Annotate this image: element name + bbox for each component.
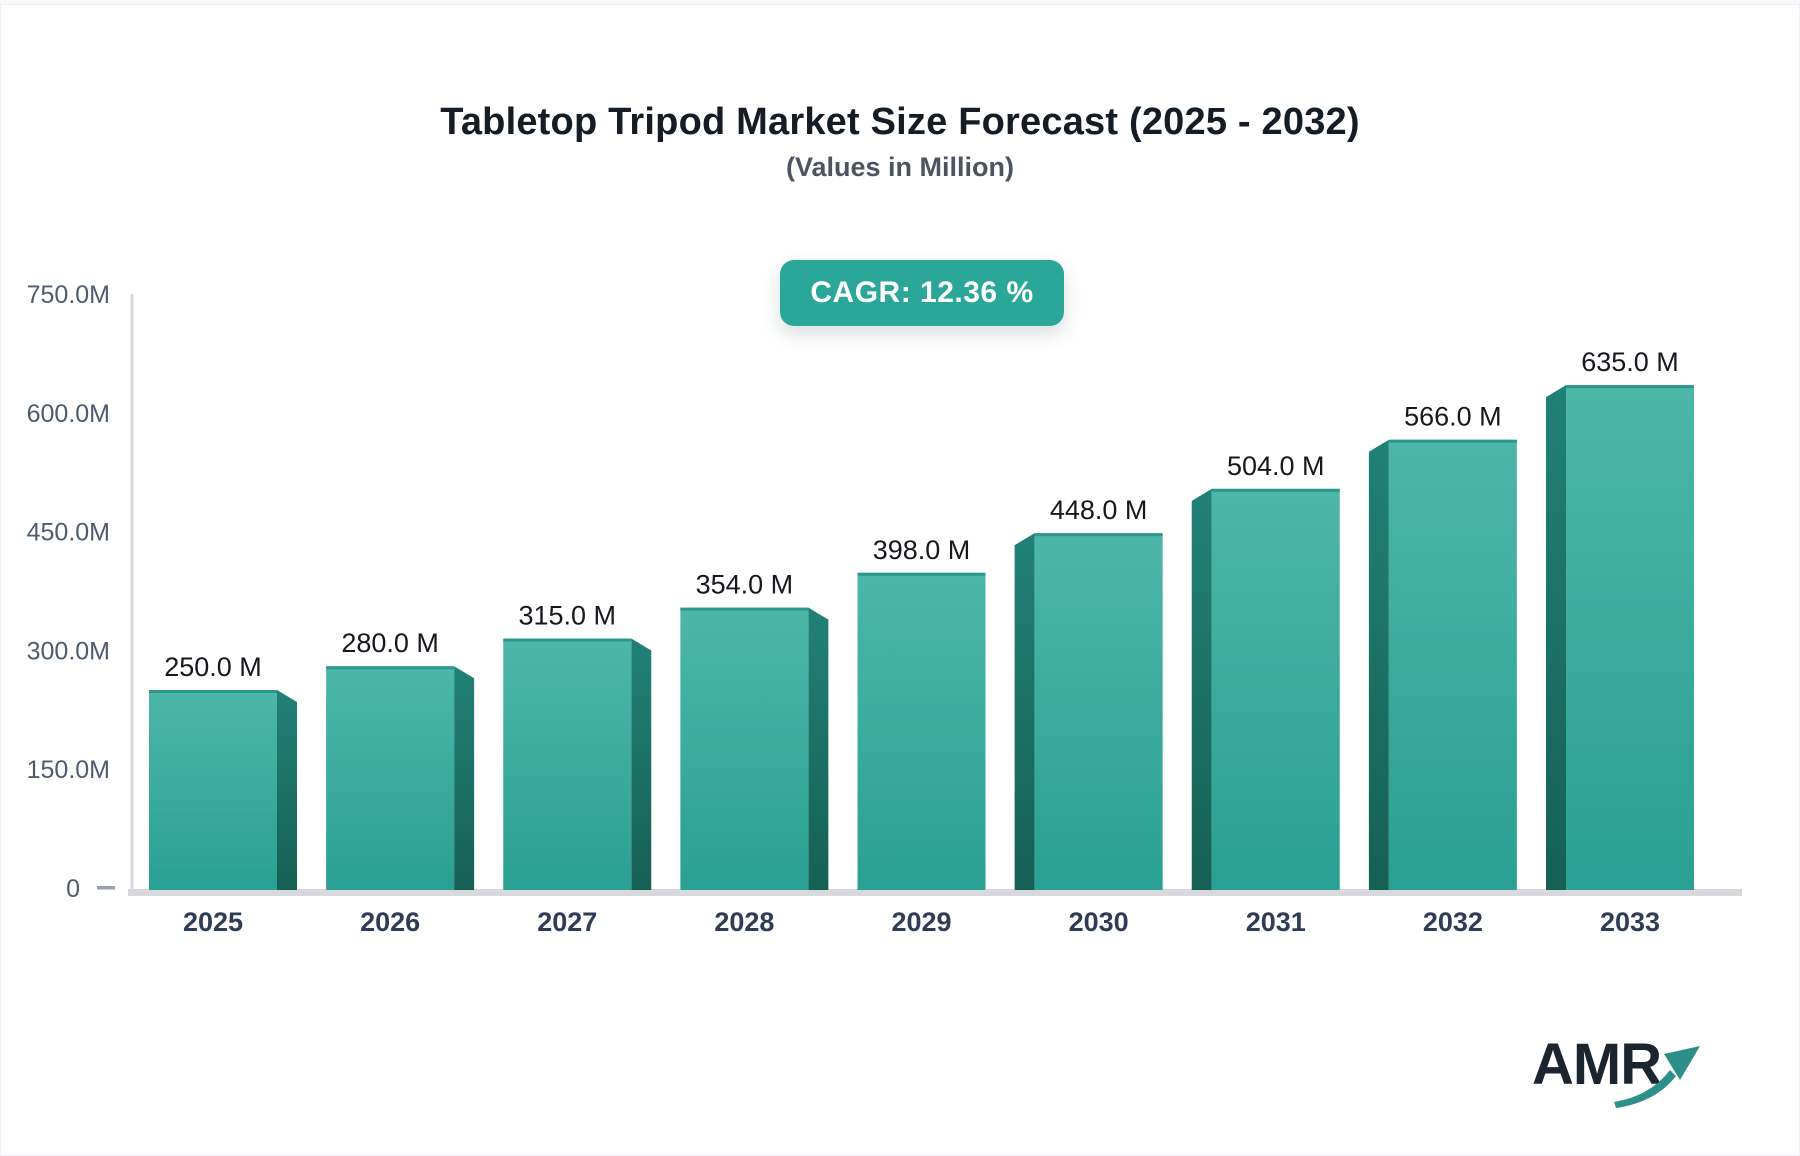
- bar-value-label: 566.0 M: [1404, 402, 1502, 432]
- bar-2028: 354.0 M 2028: [680, 570, 829, 937]
- bar-top-edge: [857, 572, 986, 576]
- bar-value-label: 315.0 M: [518, 601, 616, 631]
- bar-top-edge: [326, 666, 455, 670]
- x-axis-label: 2028: [714, 907, 774, 937]
- bar-side-face: [1546, 385, 1566, 890]
- bar-body: [857, 572, 986, 890]
- bar-value-label: 398.0 M: [873, 535, 971, 565]
- y-axis-tick-label: 300.0M: [27, 637, 110, 665]
- bar-top-edge: [1566, 385, 1694, 389]
- y-axis-tick-label: 0: [66, 875, 80, 903]
- y-axis-tick-label: 600.0M: [27, 400, 110, 428]
- bar-side-face: [1368, 439, 1389, 890]
- bar-top-edge: [680, 607, 809, 611]
- bar-body: [1034, 533, 1163, 890]
- cagr-badge: CAGR: 12.36 %: [780, 260, 1064, 326]
- page-title: Tabletop Tripod Market Size Forecast (20…: [440, 101, 1360, 143]
- x-axis-baseline: [128, 889, 1742, 896]
- bar-body: [326, 666, 455, 890]
- bar-top-edge: [1211, 488, 1340, 492]
- x-axis-label: 2033: [1600, 907, 1660, 937]
- bar-2029: 398.0 M 2029: [857, 535, 986, 937]
- bar-side-face: [1014, 533, 1035, 890]
- y-axis-tick-label: 150.0M: [27, 756, 110, 784]
- bar-side-face: [277, 690, 297, 890]
- bar-2026: 280.0 M 2026: [326, 628, 475, 937]
- x-axis-label: 2027: [537, 907, 597, 937]
- cagr-badge-label: CAGR: 12.36 %: [810, 276, 1034, 309]
- bar-top-edge: [149, 690, 277, 693]
- bar-value-label: 504.0 M: [1227, 451, 1325, 481]
- bar-2031: 504.0 M 2031: [1191, 451, 1340, 937]
- x-axis-label: 2029: [891, 907, 951, 937]
- bar-value-label: 448.0 M: [1050, 495, 1148, 525]
- bar-value-label: 354.0 M: [696, 570, 794, 600]
- amr-logo: AMR: [1532, 1036, 1712, 1126]
- bar-body: [1566, 385, 1694, 890]
- x-axis-label: 2030: [1069, 907, 1129, 937]
- bar-body: [1388, 439, 1517, 890]
- x-axis-label: 2031: [1246, 907, 1306, 937]
- bar-2025: 250.0 M 2025: [149, 652, 297, 937]
- bar-body: [1211, 488, 1340, 890]
- bar-2033: 635.0 M 2033: [1546, 347, 1694, 937]
- x-axis-label: 2026: [360, 907, 420, 937]
- bar-top-edge: [1388, 439, 1517, 443]
- bar-top-edge: [1034, 533, 1163, 537]
- bar-side-face: [1191, 488, 1212, 890]
- bar-2030: 448.0 M 2030: [1014, 495, 1163, 937]
- y-axis-tick-label: 450.0M: [27, 519, 110, 547]
- page-subtitle: (Values in Million): [785, 152, 1015, 182]
- bar-chart: 0 150.0M 300.0M 450.0M 600.0M 750.0M 250.0 M 20…: [27, 281, 1742, 937]
- bar-top-edge: [503, 638, 632, 642]
- bar-value-label: 280.0 M: [341, 628, 439, 658]
- bar-value-label: 635.0 M: [1581, 347, 1679, 377]
- bar-body: [149, 690, 277, 890]
- bar-body: [680, 607, 809, 890]
- growth-arrow-icon: [1614, 1046, 1700, 1108]
- bar-2027: 315.0 M 2027: [503, 601, 652, 937]
- bar-value-label: 250.0 M: [164, 652, 262, 682]
- bar-body: [503, 638, 632, 890]
- x-axis-label: 2032: [1423, 907, 1483, 937]
- y-axis-tick-label: 750.0M: [27, 281, 110, 309]
- amr-logo-text: AMR: [1532, 1032, 1662, 1097]
- y-axis-zero-tick: [97, 886, 115, 890]
- bar-side-face: [454, 666, 475, 890]
- bar-side-face: [631, 638, 652, 890]
- bar-2032: 566.0 M 2032: [1368, 402, 1517, 937]
- x-axis-label: 2025: [183, 907, 243, 937]
- bar-side-face: [808, 607, 829, 890]
- y-axis-line: [130, 294, 134, 894]
